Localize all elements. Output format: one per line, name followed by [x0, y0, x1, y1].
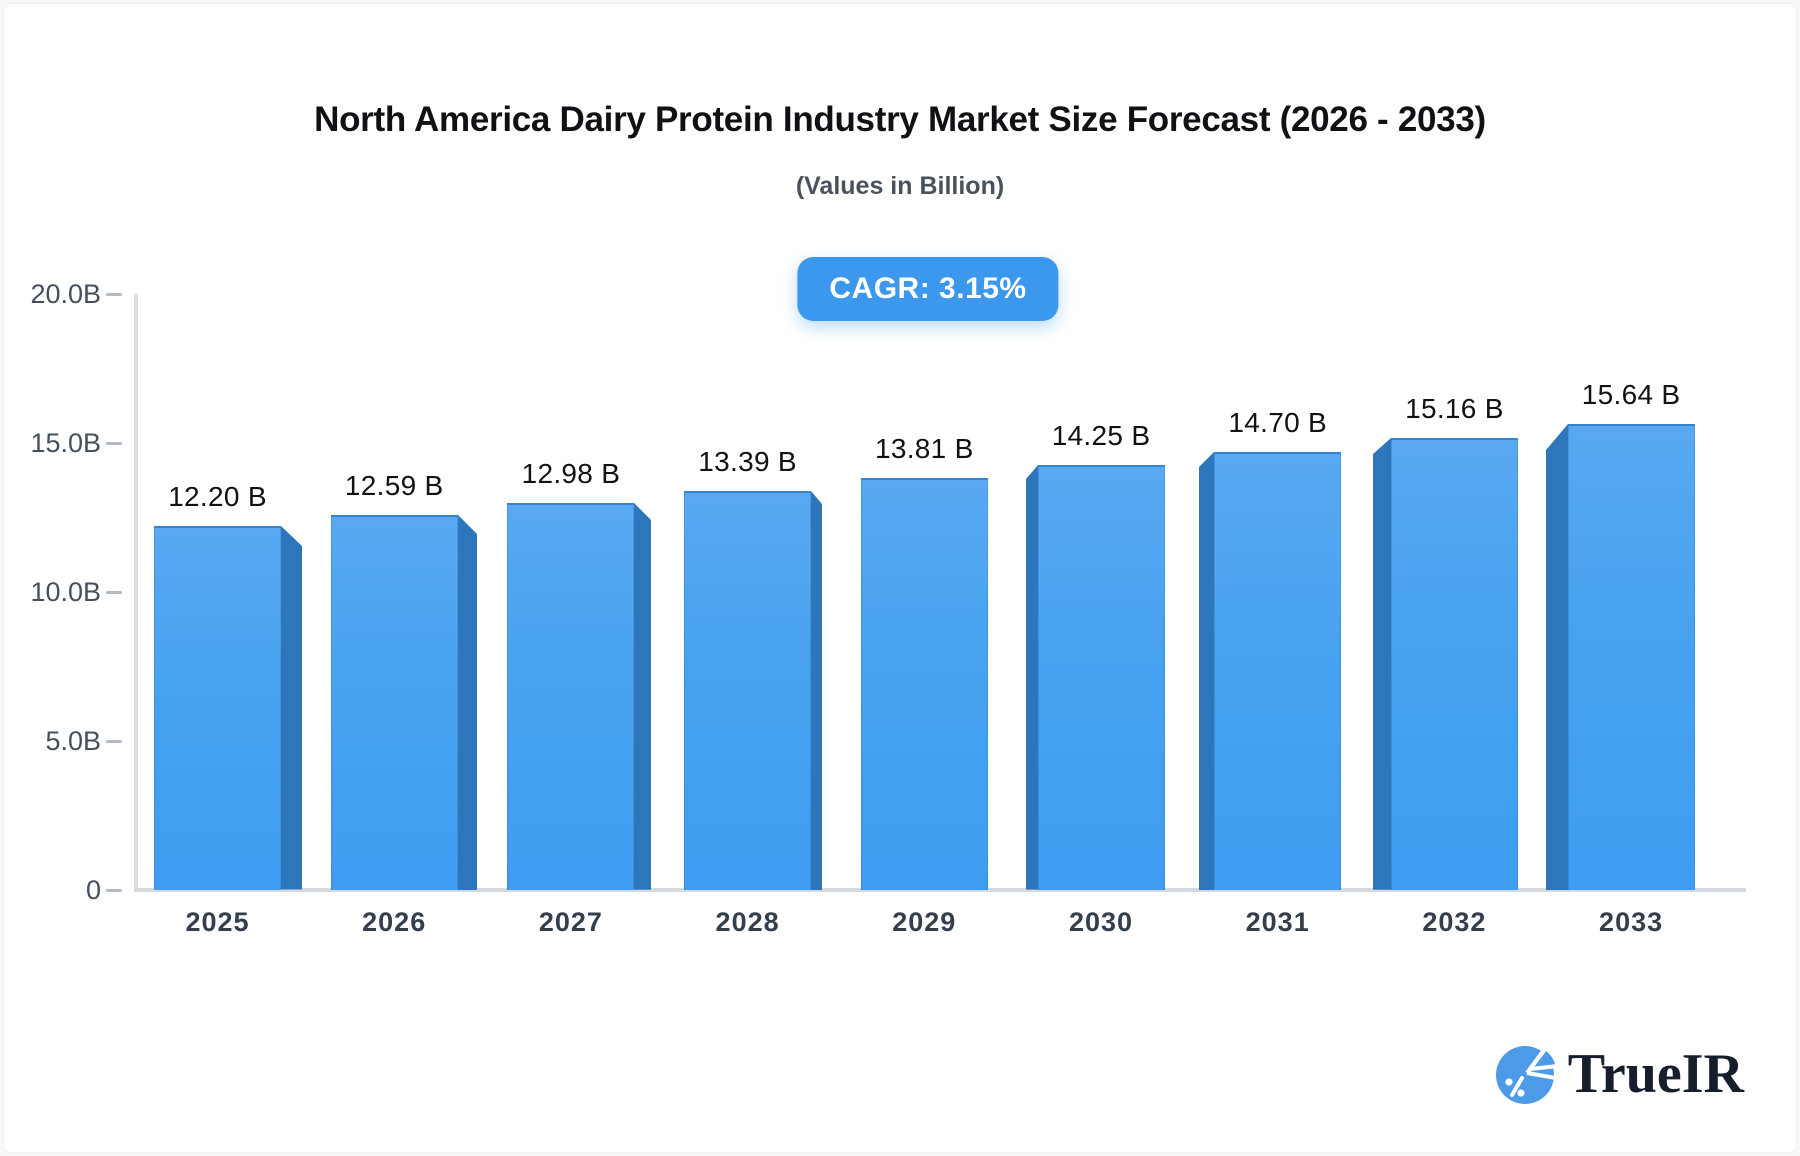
y-tick-mark [106, 292, 122, 296]
bar-side-face [1545, 423, 1568, 890]
x-tick-label: 2031 [1245, 907, 1310, 937]
y-tick-label: 20.0B [30, 279, 101, 309]
y-tick-label: 15.0B [30, 428, 101, 458]
bar-value-label: 14.25 B [1051, 420, 1151, 452]
y-tick-mark [106, 888, 122, 892]
y-tick-label: 0 [85, 875, 101, 905]
bar [860, 478, 988, 890]
pie-chart-logo-icon [1495, 1046, 1558, 1104]
x-tick-label: 2028 [715, 907, 780, 937]
brand-logo-text: TrueIR [1567, 1043, 1744, 1105]
chart-title: North America Dairy Protein Industry Mar… [314, 100, 1486, 139]
bar-value-label: 13.39 B [698, 445, 797, 477]
y-tick-label: 5.0B [45, 726, 101, 756]
bar [1567, 423, 1695, 890]
x-tick-label: 2026 [362, 907, 427, 937]
bar [684, 490, 812, 890]
bar-side-face [1372, 438, 1391, 890]
bar [154, 526, 281, 890]
bar-side-face [1025, 465, 1038, 890]
y-axis-line [134, 294, 138, 892]
bar-value-label: 12.98 B [521, 458, 621, 490]
bar-value-label: 15.64 B [1581, 378, 1681, 410]
bar-value-label: 12.20 B [168, 481, 267, 513]
x-tick-label: 2025 [185, 907, 250, 937]
chart-card: North America Dairy Protein Industry Mar… [3, 3, 1797, 1153]
y-tick-mark [106, 441, 122, 445]
bar-value-label: 15.16 B [1405, 393, 1504, 425]
bar-value-label: 14.70 B [1228, 406, 1327, 438]
bar-chart: 20.0B 15.0B 10.0B 5.0B 0 12.20 B 12.59 B 12.98… [4, 4, 1796, 1152]
bar [330, 514, 458, 890]
bar-side-face [811, 490, 823, 890]
y-tick-mark [106, 739, 122, 743]
x-axis-line [134, 888, 1746, 892]
bar [1037, 465, 1165, 890]
x-tick-label: 2030 [1068, 907, 1134, 937]
bar-value-label: 13.81 B [874, 433, 974, 465]
bar-side-face [634, 503, 652, 890]
bar-side-face [281, 526, 302, 890]
chart-subtitle: (Values in Billion) [795, 172, 1005, 200]
brand-logo: TrueIR [1494, 1042, 1744, 1106]
bar-side-face [457, 514, 477, 890]
x-tick-label: 2027 [538, 907, 603, 937]
x-tick-label: 2033 [1599, 907, 1664, 937]
bar [507, 503, 635, 890]
y-tick-mark [106, 590, 122, 594]
bar-value-label: 12.59 B [344, 469, 444, 501]
x-tick-label: 2032 [1422, 907, 1487, 937]
bar [1390, 438, 1518, 890]
x-tick-label: 2029 [892, 907, 957, 937]
cagr-badge: CAGR: 3.15% [797, 257, 1059, 321]
bar-side-face [1199, 451, 1215, 890]
y-tick-label: 10.0B [30, 577, 101, 607]
bar [1214, 451, 1342, 890]
